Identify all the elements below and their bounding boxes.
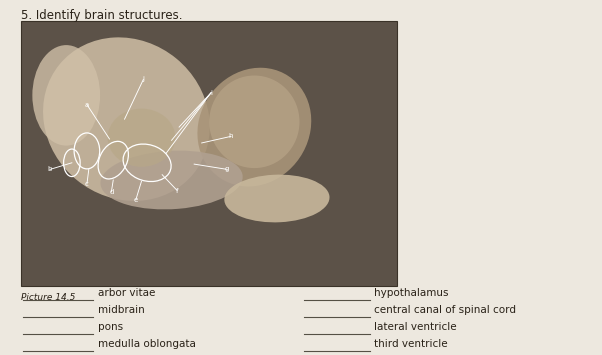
Ellipse shape xyxy=(225,175,329,222)
Text: midbrain: midbrain xyxy=(98,305,144,315)
Ellipse shape xyxy=(101,151,243,209)
Text: g: g xyxy=(225,166,229,173)
Text: lateral ventricle: lateral ventricle xyxy=(374,322,457,332)
Text: hypothalamus: hypothalamus xyxy=(374,288,449,298)
Ellipse shape xyxy=(33,45,100,146)
Text: e: e xyxy=(134,197,138,203)
Text: c: c xyxy=(85,181,89,187)
Text: Picture 14.5: Picture 14.5 xyxy=(21,293,75,302)
Text: central canal of spinal cord: central canal of spinal cord xyxy=(374,305,517,315)
Ellipse shape xyxy=(209,76,300,168)
Text: arbor vitae: arbor vitae xyxy=(98,288,155,298)
Text: j: j xyxy=(142,76,144,82)
Text: third ventricle: third ventricle xyxy=(374,339,448,349)
Text: i: i xyxy=(210,90,212,96)
Text: d: d xyxy=(109,189,114,195)
Ellipse shape xyxy=(108,109,175,167)
Ellipse shape xyxy=(197,68,311,186)
Ellipse shape xyxy=(43,37,209,201)
Bar xyxy=(21,21,397,286)
Text: a: a xyxy=(85,102,89,108)
Text: 5. Identify brain structures.: 5. Identify brain structures. xyxy=(21,9,182,22)
Text: b: b xyxy=(48,166,52,173)
Text: h: h xyxy=(229,133,233,140)
Text: f: f xyxy=(176,187,178,193)
Text: pons: pons xyxy=(98,322,123,332)
Text: medulla oblongata: medulla oblongata xyxy=(98,339,196,349)
